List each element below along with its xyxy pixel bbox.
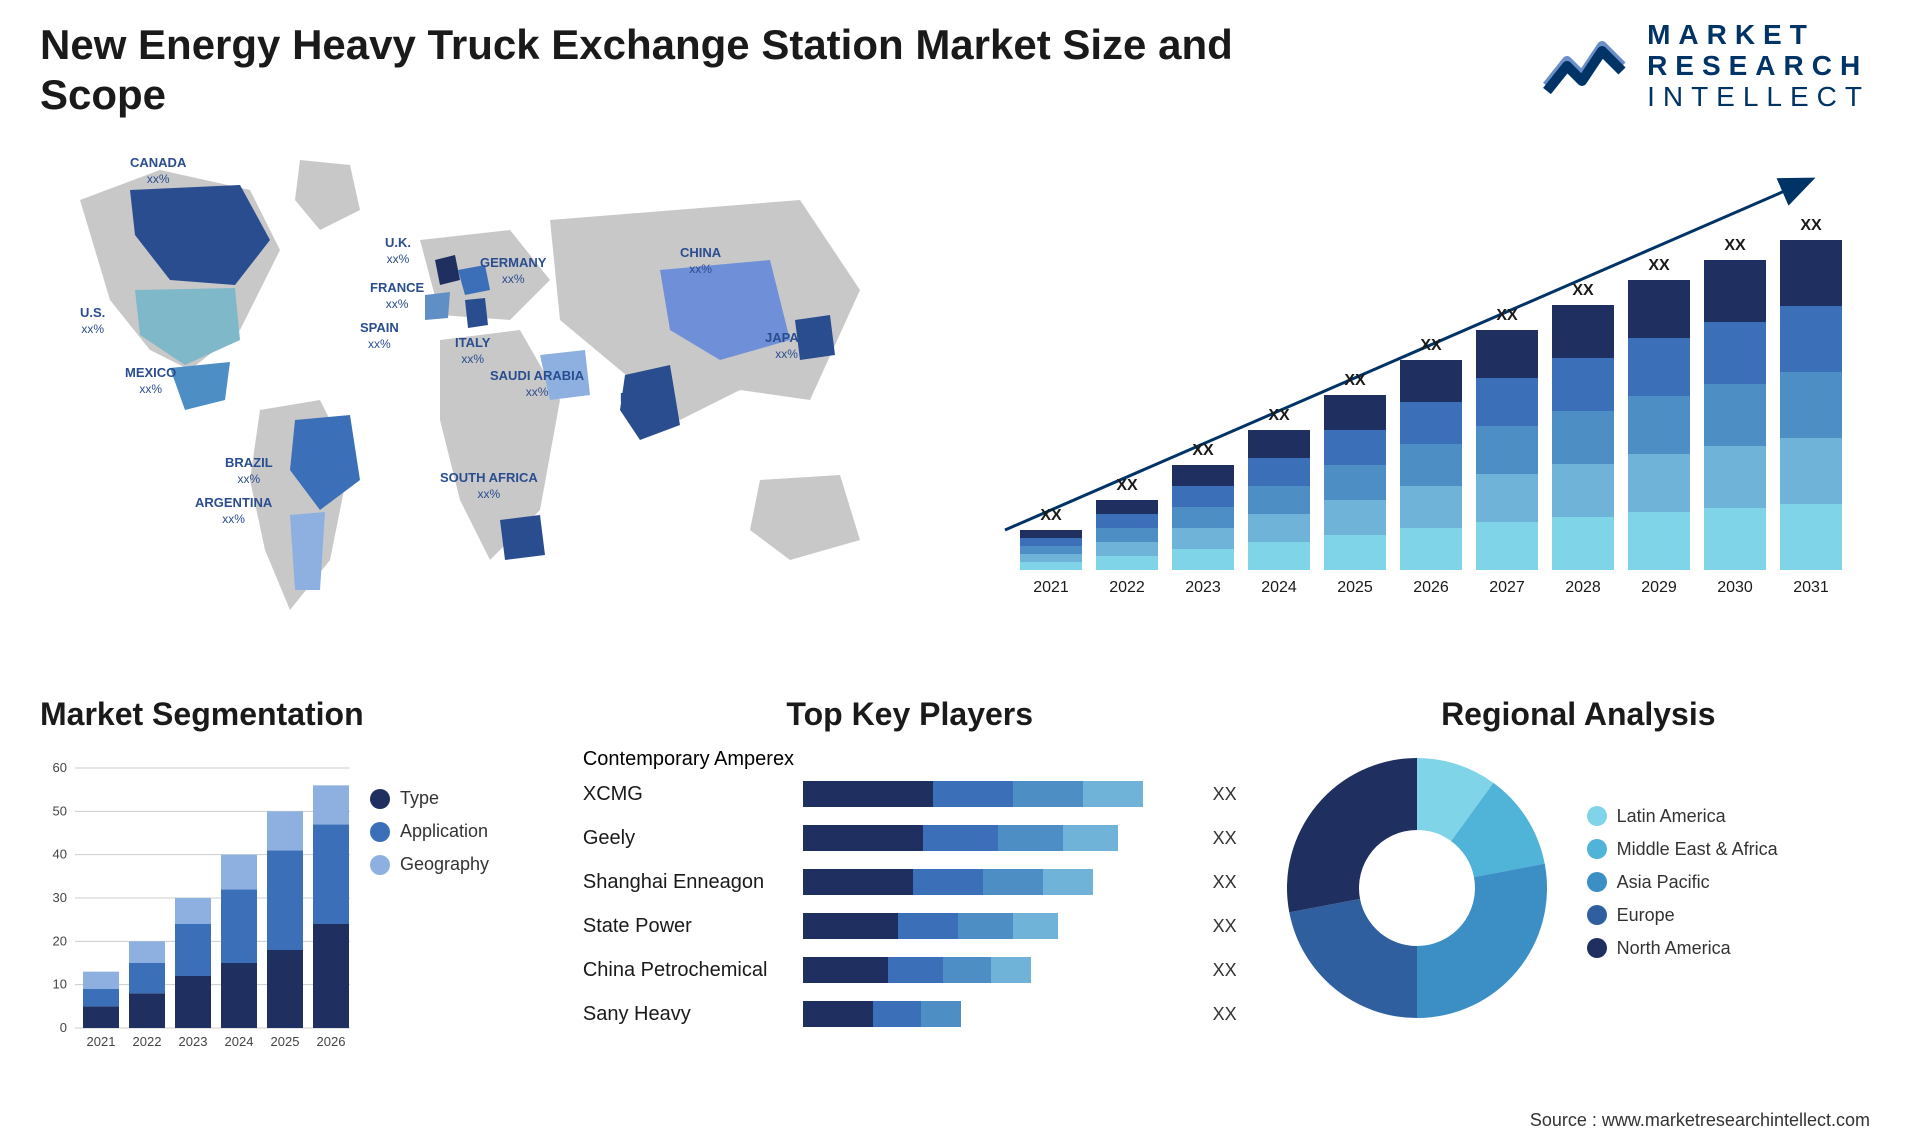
- svg-text:XX: XX: [1192, 442, 1214, 459]
- svg-text:20: 20: [53, 933, 67, 948]
- player-name: Sany Heavy: [583, 1003, 803, 1026]
- legend-item: North America: [1587, 938, 1778, 959]
- player-row: Shanghai Enneagon XX: [583, 867, 1237, 897]
- players-title: Top Key Players: [583, 696, 1237, 733]
- country-label: SPAINxx%: [360, 320, 399, 351]
- segmentation-chart: 0 10 20 30 40 50 60 2021 2022 2023 2024 2025 2026: [40, 748, 350, 1058]
- logo-line1: MARKET: [1647, 20, 1870, 51]
- svg-text:XX: XX: [1116, 477, 1138, 494]
- legend-item: Asia Pacific: [1587, 872, 1778, 893]
- logo-line3: INTELLECT: [1647, 82, 1870, 113]
- player-value: XX: [1213, 1004, 1237, 1025]
- country-label: GERMANYxx%: [480, 255, 546, 286]
- player-name: China Petrochemical: [583, 959, 803, 982]
- svg-text:2028: 2028: [1565, 579, 1601, 596]
- player-row: XCMG XX: [583, 779, 1237, 809]
- regional-legend: Latin America Middle East & Africa Asia Pa…: [1587, 806, 1778, 971]
- player-row: China Petrochemical XX: [583, 955, 1237, 985]
- logo: MARKET RESEARCH INTELLECT: [1542, 20, 1870, 112]
- player-value: XX: [1213, 872, 1237, 893]
- legend-item: Application: [370, 821, 489, 842]
- svg-text:2031: 2031: [1793, 579, 1829, 596]
- country-label: CANADAxx%: [130, 155, 186, 186]
- svg-text:XX: XX: [1268, 407, 1290, 424]
- player-name: Shanghai Enneagon: [583, 871, 803, 894]
- svg-text:XX: XX: [1724, 237, 1746, 254]
- player-name: XCMG: [583, 783, 803, 806]
- country-label: SAUDI ARABIAxx%: [490, 368, 584, 399]
- forecast-chart: XX 2021 XX 2022 XX 2023 XX 2024 XX 2025 XX 2026 XX 20…: [990, 150, 1860, 630]
- player-value: XX: [1213, 916, 1237, 937]
- svg-text:2026: 2026: [1413, 579, 1449, 596]
- segmentation-legend: Type Application Geography: [370, 748, 489, 1058]
- source-text: Source : www.marketresearchintellect.com: [1530, 1110, 1870, 1131]
- player-name: Geely: [583, 827, 803, 850]
- svg-text:2022: 2022: [133, 1034, 162, 1049]
- svg-text:XX: XX: [1420, 337, 1442, 354]
- svg-text:2023: 2023: [179, 1034, 208, 1049]
- world-map: CANADAxx% U.S.xx% MEXICOxx% BRAZILxx% ARGENT…: [40, 140, 910, 640]
- svg-text:XX: XX: [1344, 372, 1366, 389]
- svg-text:2025: 2025: [1337, 579, 1373, 596]
- page-title: New Energy Heavy Truck Exchange Station …: [40, 20, 1240, 121]
- svg-text:30: 30: [53, 890, 67, 905]
- country-label: U.K.xx%: [385, 235, 411, 266]
- svg-text:2023: 2023: [1185, 579, 1221, 596]
- country-label: ITALYxx%: [455, 335, 490, 366]
- player-row: State Power XX: [583, 911, 1237, 941]
- player-name: State Power: [583, 915, 803, 938]
- svg-text:XX: XX: [1572, 282, 1594, 299]
- legend-item: Middle East & Africa: [1587, 839, 1778, 860]
- svg-text:2027: 2027: [1489, 579, 1525, 596]
- svg-text:0: 0: [60, 1020, 67, 1035]
- svg-text:2021: 2021: [87, 1034, 116, 1049]
- svg-text:XX: XX: [1800, 217, 1822, 234]
- country-label: MEXICOxx%: [125, 365, 176, 396]
- svg-text:XX: XX: [1040, 507, 1062, 524]
- svg-text:50: 50: [53, 803, 67, 818]
- svg-text:2026: 2026: [317, 1034, 346, 1049]
- svg-text:XX: XX: [1496, 307, 1518, 324]
- country-label: ARGENTINAxx%: [195, 495, 272, 526]
- country-label: INDIAxx%: [620, 390, 655, 421]
- country-label: BRAZILxx%: [225, 455, 273, 486]
- forecast-svg: XX 2021 XX 2022 XX 2023 XX 2024 XX 2025 XX 2026 XX 20…: [990, 150, 1860, 630]
- country-label: FRANCExx%: [370, 280, 424, 311]
- svg-text:2029: 2029: [1641, 579, 1677, 596]
- svg-text:2025: 2025: [271, 1034, 300, 1049]
- segmentation-title: Market Segmentation: [40, 696, 543, 733]
- player-row: Sany Heavy XX: [583, 999, 1237, 1029]
- logo-line2: RESEARCH: [1647, 51, 1870, 82]
- legend-item: Geography: [370, 854, 489, 875]
- segmentation-block: Market Segmentation 0 10 20 30 40 50 60 2021 202…: [40, 696, 543, 1096]
- regional-block: Regional Analysis Latin America Middle Ea…: [1277, 696, 1880, 1096]
- players-subtitle: Contemporary Amperex: [583, 748, 1237, 771]
- player-value: XX: [1213, 960, 1237, 981]
- svg-text:40: 40: [53, 847, 67, 862]
- country-label: SOUTH AFRICAxx%: [440, 470, 538, 501]
- svg-text:2024: 2024: [1261, 579, 1297, 596]
- legend-item: Europe: [1587, 905, 1778, 926]
- players-block: Top Key Players Contemporary Amperex XCM…: [583, 696, 1237, 1096]
- country-label: CHINAxx%: [680, 245, 721, 276]
- regional-donut: [1277, 748, 1557, 1028]
- logo-icon: [1542, 31, 1632, 101]
- svg-text:60: 60: [53, 760, 67, 775]
- country-label: U.S.xx%: [80, 305, 105, 336]
- legend-item: Latin America: [1587, 806, 1778, 827]
- player-value: XX: [1213, 784, 1237, 805]
- svg-text:2030: 2030: [1717, 579, 1753, 596]
- legend-item: Type: [370, 788, 489, 809]
- svg-text:10: 10: [53, 977, 67, 992]
- country-label: JAPANxx%: [765, 330, 808, 361]
- player-value: XX: [1213, 828, 1237, 849]
- svg-text:2022: 2022: [1109, 579, 1145, 596]
- player-row: Geely XX: [583, 823, 1237, 853]
- svg-text:XX: XX: [1648, 257, 1670, 274]
- svg-text:2024: 2024: [225, 1034, 254, 1049]
- svg-text:2021: 2021: [1033, 579, 1069, 596]
- regional-title: Regional Analysis: [1277, 696, 1880, 733]
